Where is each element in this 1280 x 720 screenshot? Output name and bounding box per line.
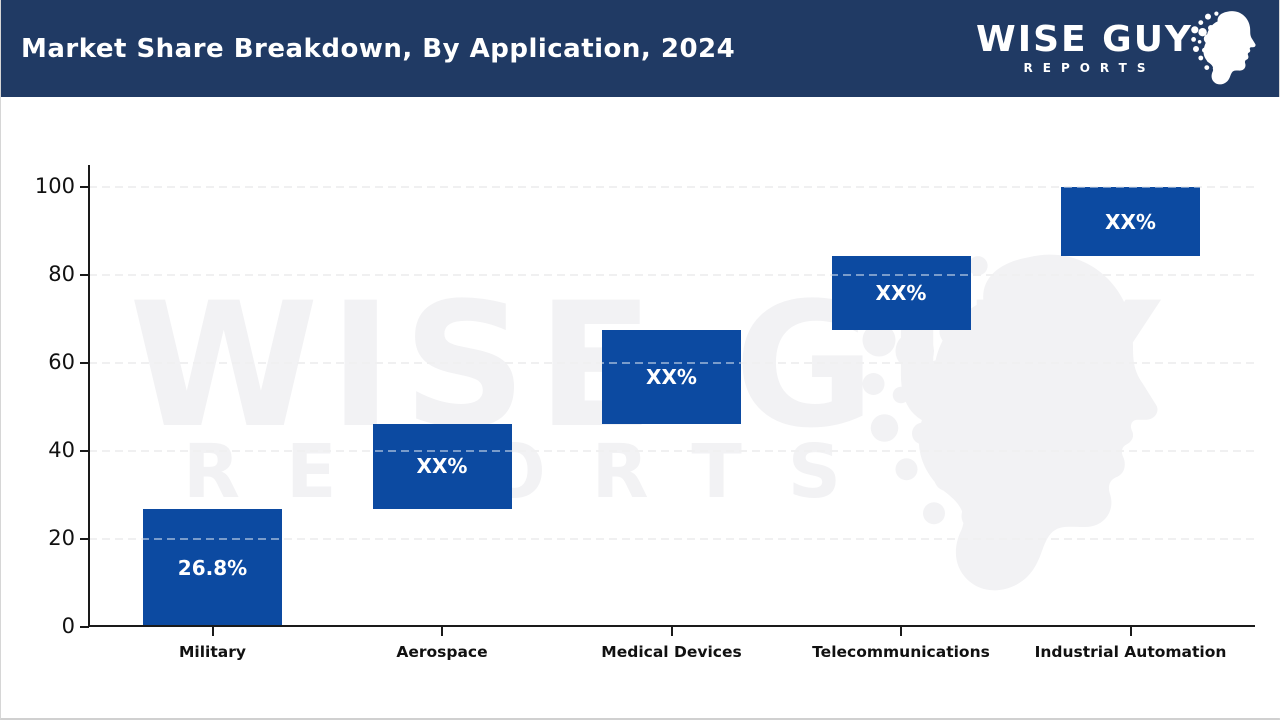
y-tick-label: 40 — [48, 438, 75, 462]
chart-area: WISE GUY REPORTS 02040608010026.8%XX%XX%… — [1, 97, 1280, 718]
y-tick-label: 0 — [61, 614, 75, 638]
brand-name: WISE GUY — [975, 19, 1193, 60]
y-tick-mark — [80, 362, 89, 364]
x-tick-mark — [900, 627, 902, 636]
brand-subtitle: REPORTS — [1023, 61, 1156, 75]
x-tick-label: Medical Devices — [601, 643, 742, 661]
x-axis-line — [88, 625, 1255, 627]
header: Market Share Breakdown, By Application, … — [1, 0, 1279, 97]
bar-medical-devices: XX% — [602, 330, 741, 424]
bar-telecommunications: XX% — [831, 256, 971, 330]
y-tick-mark — [80, 626, 89, 628]
x-tick-label: Telecommunications — [812, 643, 990, 661]
brand-logo: WISE GUY REPORTS — [976, 7, 1265, 91]
brand-logo-text: WISE GUY REPORTS — [975, 19, 1193, 76]
gridline — [89, 274, 1254, 276]
bar-value-label: XX% — [1105, 209, 1156, 234]
gridline-overlay — [89, 274, 1254, 276]
bar-military: 26.8% — [143, 509, 282, 627]
page-title: Market Share Breakdown, By Application, … — [21, 33, 736, 64]
gridline — [89, 186, 1254, 188]
bar-aerospace: XX% — [372, 423, 512, 510]
gridline-overlay — [89, 362, 1254, 364]
y-tick-mark — [80, 538, 89, 540]
y-tick-label: 60 — [48, 350, 75, 374]
x-tick-mark — [441, 627, 443, 636]
x-tick-mark — [1129, 627, 1132, 636]
bar-value-label: 26.8% — [177, 556, 248, 581]
gridline-overlay — [89, 186, 1254, 188]
gridline — [89, 538, 1254, 540]
y-tick-mark — [80, 274, 89, 276]
x-tick-mark — [670, 627, 673, 636]
x-tick-label: Aerospace — [396, 643, 488, 661]
watermark-subtext: REPORTS — [183, 429, 888, 515]
y-tick-label: 80 — [48, 262, 75, 286]
bar-value-label: XX% — [416, 454, 468, 479]
y-tick-label: 100 — [34, 174, 75, 198]
y-tick-mark — [80, 450, 89, 452]
bar-value-label: XX% — [875, 281, 927, 306]
gridline-overlay — [89, 450, 1254, 452]
y-tick-mark — [80, 186, 89, 188]
x-tick-mark — [211, 627, 214, 636]
y-axis-line — [88, 165, 90, 627]
gridline — [89, 450, 1254, 452]
gridline-overlay — [89, 538, 1254, 540]
y-tick-label: 20 — [48, 526, 75, 550]
bar-value-label: XX% — [646, 364, 697, 389]
brand-head-icon — [1191, 10, 1256, 84]
bar-industrial-automation: XX% — [1061, 187, 1200, 257]
x-tick-label: Military — [179, 643, 246, 661]
x-tick-label: Industrial Automation — [1034, 643, 1227, 661]
